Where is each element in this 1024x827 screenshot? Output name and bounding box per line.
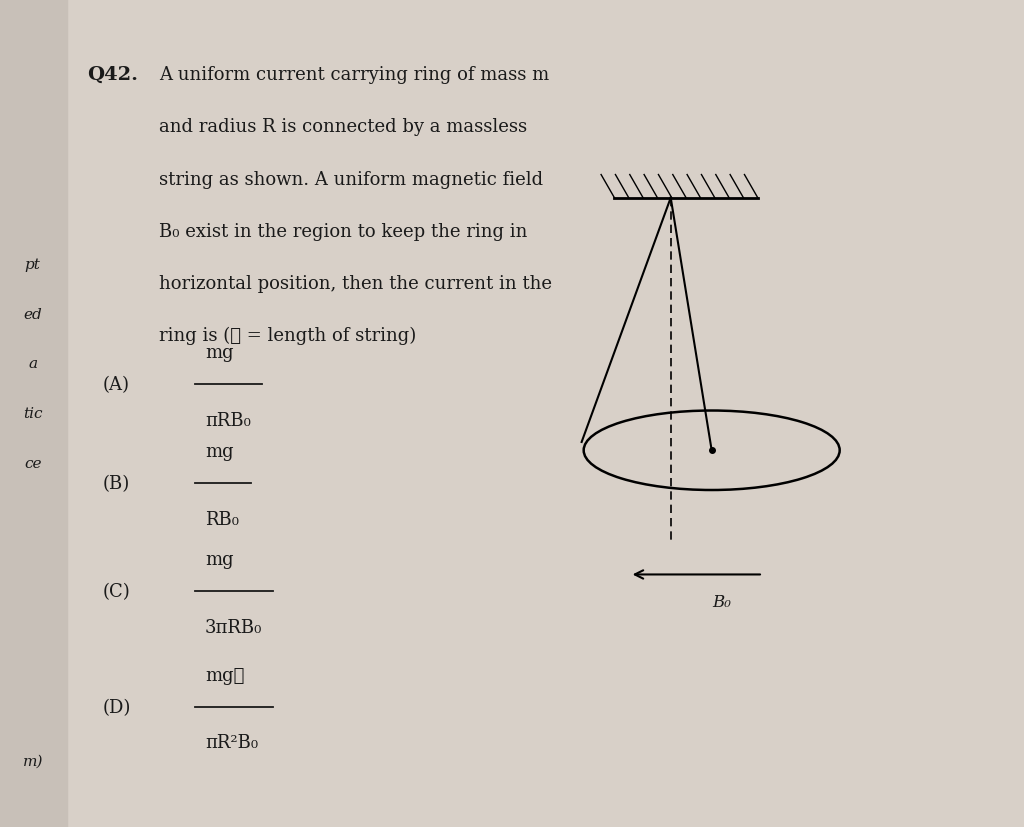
Text: and radius R is connected by a massless: and radius R is connected by a massless bbox=[159, 118, 526, 136]
Text: string as shown. A uniform magnetic field: string as shown. A uniform magnetic fiel… bbox=[159, 170, 543, 189]
Text: RB₀: RB₀ bbox=[205, 510, 239, 528]
Text: mgℓ: mgℓ bbox=[205, 666, 244, 684]
Text: horizontal position, then the current in the: horizontal position, then the current in… bbox=[159, 275, 552, 293]
Text: mg: mg bbox=[205, 442, 233, 461]
Text: mg: mg bbox=[205, 550, 233, 568]
Text: Q42.: Q42. bbox=[87, 66, 138, 84]
Text: ed: ed bbox=[24, 308, 42, 321]
Text: 3πRB₀: 3πRB₀ bbox=[205, 618, 262, 636]
Text: (B): (B) bbox=[102, 475, 130, 493]
Text: a: a bbox=[29, 357, 37, 370]
Text: tic: tic bbox=[23, 407, 43, 420]
Text: πRB₀: πRB₀ bbox=[205, 411, 251, 429]
Text: mg: mg bbox=[205, 343, 233, 361]
Text: (D): (D) bbox=[102, 698, 131, 716]
Text: ce: ce bbox=[24, 457, 42, 470]
Text: πR²B₀: πR²B₀ bbox=[205, 734, 258, 752]
Text: B₀: B₀ bbox=[713, 593, 731, 610]
Text: A uniform current carrying ring of mass m: A uniform current carrying ring of mass … bbox=[159, 66, 549, 84]
Text: (A): (A) bbox=[102, 375, 129, 394]
Text: m): m) bbox=[23, 754, 43, 767]
Text: B₀ exist in the region to keep the ring in: B₀ exist in the region to keep the ring … bbox=[159, 222, 527, 241]
Text: (C): (C) bbox=[102, 582, 130, 600]
Bar bbox=[0, 0, 67, 827]
Text: ring is (ℓ = length of string): ring is (ℓ = length of string) bbox=[159, 327, 416, 345]
Text: pt: pt bbox=[25, 258, 41, 271]
